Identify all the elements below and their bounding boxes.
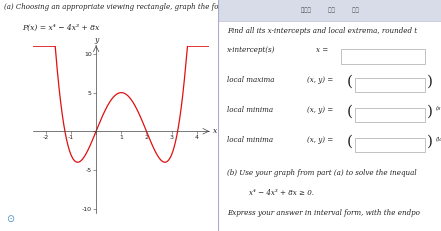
Text: (x, y) =: (x, y) = <box>307 136 334 144</box>
Text: Express your answer in interval form, with the endpo: Express your answer in interval form, wi… <box>227 209 420 217</box>
Text: P(x) = x⁴ − 4x³ + 8x: P(x) = x⁴ − 4x³ + 8x <box>22 24 99 32</box>
FancyBboxPatch shape <box>341 49 426 64</box>
Text: ⊙: ⊙ <box>7 214 15 224</box>
Text: (x, y) =: (x, y) = <box>307 76 334 84</box>
Text: ): ) <box>426 135 433 149</box>
Text: x-intercept(s): x-intercept(s) <box>227 46 276 54</box>
Text: (: ( <box>346 135 352 149</box>
Text: local minima: local minima <box>227 136 273 144</box>
Text: (larger: (larger <box>435 136 441 142</box>
Text: x =: x = <box>316 46 329 54</box>
Text: x: x <box>213 127 217 135</box>
Text: (a) Choosing an appropriate viewing rectangle, graph the followin: (a) Choosing an appropriate viewing rect… <box>4 3 240 12</box>
FancyBboxPatch shape <box>355 138 426 152</box>
Text: x⁴ − 4x³ + 8x ≥ 0.: x⁴ − 4x³ + 8x ≥ 0. <box>250 189 314 198</box>
Text: (b) Use your graph from part (a) to solve the inequal: (b) Use your graph from part (a) to solv… <box>227 169 417 177</box>
FancyBboxPatch shape <box>355 78 426 92</box>
Text: ): ) <box>426 105 433 119</box>
Text: ): ) <box>426 75 433 89</box>
FancyBboxPatch shape <box>355 108 426 122</box>
Text: (x, y) =: (x, y) = <box>307 106 334 114</box>
Text: y: y <box>94 36 98 44</box>
Text: local maxima: local maxima <box>227 76 275 84</box>
Text: Find all its x-intercepts and local extrema, rounded t: Find all its x-intercepts and local extr… <box>227 27 417 35</box>
Text: (: ( <box>346 105 352 119</box>
Text: (: ( <box>346 75 352 89</box>
Bar <box>218 0 441 21</box>
Text: local minima: local minima <box>227 106 273 114</box>
Text: (smalle: (smalle <box>435 106 441 111</box>
Text: 前后段          出题          上线: 前后段 出题 上线 <box>301 8 359 13</box>
